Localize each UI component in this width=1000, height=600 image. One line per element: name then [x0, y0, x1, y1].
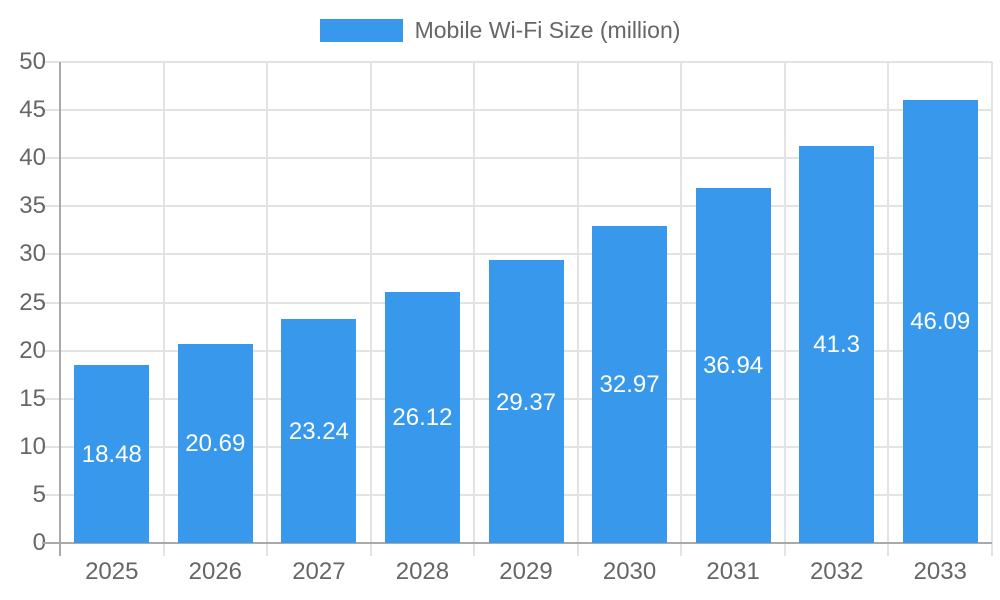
x-gridline [162, 62, 165, 556]
x-axis-line [42, 542, 992, 544]
y-gridline [42, 253, 992, 256]
x-tick-label: 2029 [499, 558, 553, 585]
bar-value-label: 36.94 [703, 352, 764, 380]
x-tick-label: 2025 [85, 558, 139, 585]
bar[interactable] [177, 343, 253, 543]
y-gridline [42, 205, 992, 208]
legend-label: Mobile Wi-Fi Size (million) [414, 16, 681, 43]
bar-value-label: 29.37 [495, 388, 557, 416]
x-tick-label: 2028 [395, 558, 450, 585]
y-tick-label: 5 [32, 480, 46, 508]
y-tick-label: 30 [19, 240, 46, 268]
x-gridline [576, 62, 579, 556]
bar[interactable] [281, 319, 357, 543]
x-tick-label: 2030 [602, 558, 657, 585]
x-tick-label: 2026 [188, 558, 243, 585]
x-tick-label: 2032 [809, 558, 864, 585]
bar[interactable] [902, 99, 978, 543]
bar-value-label: 32.97 [599, 371, 660, 399]
bar[interactable] [695, 187, 771, 543]
bar[interactable] [384, 291, 460, 543]
bar-value-label: 46.09 [910, 308, 971, 336]
bar-value-label: 18.48 [81, 441, 142, 469]
x-gridline [991, 62, 993, 556]
x-tick-label: 2033 [913, 558, 967, 585]
y-axis-line [59, 62, 61, 556]
x-gridline [680, 62, 683, 556]
legend[interactable]: Mobile Wi-Fi Size (million) [0, 14, 1000, 46]
x-tick-label: 2031 [706, 558, 760, 585]
y-tick-label: 40 [19, 144, 46, 172]
y-gridline [42, 109, 992, 112]
y-tick-label: 15 [19, 384, 46, 412]
bar[interactable] [799, 145, 875, 543]
legend-swatch [319, 18, 403, 42]
y-tick-label: 45 [19, 96, 46, 124]
y-tick-label: 35 [19, 192, 46, 220]
y-tick-label: 50 [19, 48, 46, 75]
y-tick-label: 0 [32, 529, 46, 556]
x-gridline [473, 62, 476, 556]
bar[interactable] [488, 260, 564, 543]
x-tick-label: 2027 [292, 558, 346, 585]
x-gridline [266, 62, 269, 556]
y-gridline [42, 157, 992, 160]
bar-value-label: 41.3 [813, 331, 861, 359]
x-gridline [887, 62, 890, 556]
y-gridline [42, 61, 992, 63]
bar[interactable] [74, 365, 150, 543]
y-tick-label: 20 [19, 336, 46, 364]
y-tick-label: 25 [19, 288, 46, 316]
bar-value-label: 23.24 [288, 418, 349, 446]
x-gridline [783, 62, 786, 556]
bar-value-label: 20.69 [185, 430, 246, 458]
x-gridline [369, 62, 372, 556]
bar[interactable] [592, 225, 668, 543]
bar-value-label: 26.12 [392, 404, 453, 432]
y-tick-label: 10 [19, 432, 46, 460]
